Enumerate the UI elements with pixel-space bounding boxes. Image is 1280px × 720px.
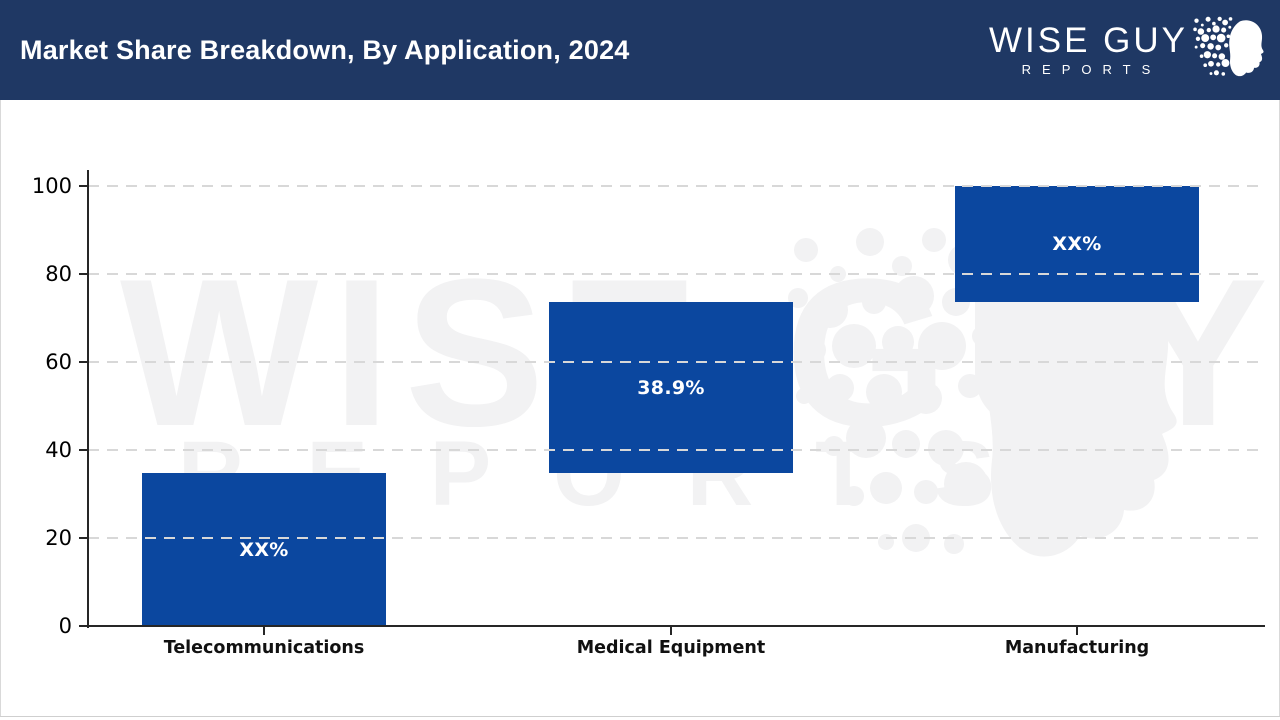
bar-value-label: XX% [239,538,289,561]
logo-face-icon [1193,16,1264,77]
y-tick-label-40: 40 [45,438,72,462]
gridline-20 [88,537,1264,539]
y-axis-line [87,170,89,628]
y-tickmark [79,449,88,451]
y-tickmark [79,361,88,363]
y-tick-label-100: 100 [31,174,72,198]
x-axis-line [87,625,1265,627]
y-tick-label-0: 0 [58,614,72,638]
gridline-100 [88,185,1264,187]
gridline-40 [88,449,1264,451]
frame-left-border [0,100,1,716]
page-title: Market Share Breakdown, By Application, … [20,34,630,65]
bar-value-label: 38.9% [637,376,705,399]
frame-bottom-border [0,716,1280,717]
y-tick-label-80: 80 [45,262,72,286]
x-axis-label-telecommunications: Telecommunications [163,638,365,658]
y-tick-label-20: 20 [45,526,72,550]
x-tickmark [263,627,265,635]
x-axis-label-manufacturing: Manufacturing [1004,638,1150,658]
x-tickmark [670,627,672,635]
gridline-60 [88,361,1264,363]
gridline-80 [88,273,1264,275]
bar-value-label: XX% [1052,233,1102,256]
y-tick-label-60: 60 [45,350,72,374]
x-axis-label-medical-equipment: Medical Equipment [576,638,766,658]
bar-telecommunications: XX% [142,473,386,626]
y-tickmark [79,625,88,627]
logo-wordmark-line1: WISE GUY [988,21,1188,60]
header-bar: Market Share Breakdown, By Application, … [0,0,1280,100]
bar-medical-equipment: 38.9% [549,302,793,474]
wise-guy-logo: WISE GUY REPORTS [989,11,1266,89]
x-tickmark [1076,627,1078,635]
y-tickmark [79,185,88,187]
logo-wordmark: WISE GUY REPORTS [989,23,1188,77]
logo-wordmark-line2: REPORTS [1021,62,1162,77]
y-tickmark [79,273,88,275]
y-tickmark [79,537,88,539]
bar-manufacturing: XX% [955,186,1199,303]
watermark-face-icon [788,228,1177,557]
